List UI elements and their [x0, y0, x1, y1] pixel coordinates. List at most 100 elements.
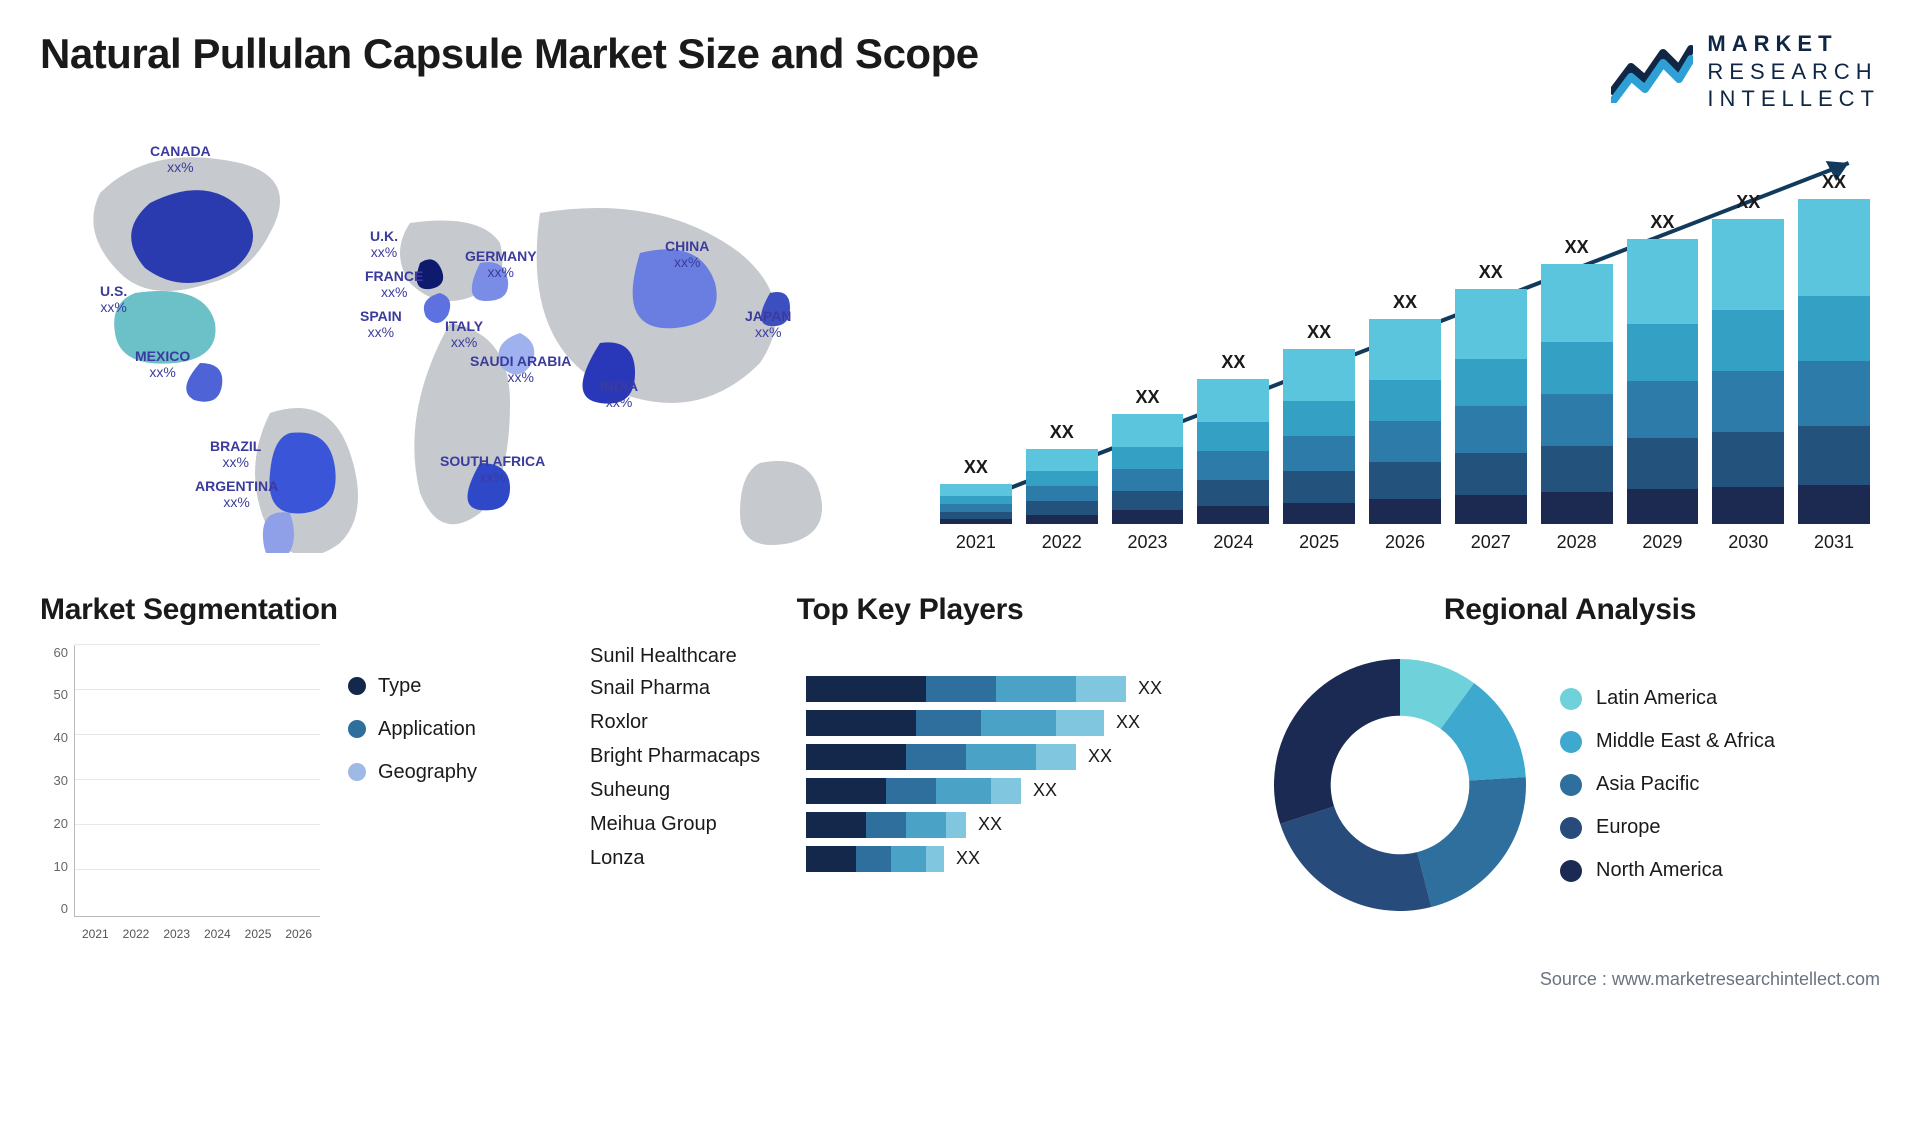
- main-bar-segment: [1283, 503, 1355, 524]
- map-label: FRANCExx%: [365, 268, 423, 302]
- main-bar-stack: [1455, 289, 1527, 524]
- top-row: CANADAxx%U.S.xx%MEXICOxx%BRAZILxx%ARGENT…: [40, 133, 1880, 553]
- main-bar-segment: [1112, 510, 1184, 523]
- main-bar-segment: [1712, 432, 1784, 487]
- main-bar-year-label: 2029: [1642, 532, 1682, 553]
- main-bar-stack: [1798, 199, 1870, 524]
- main-bar-segment: [1026, 501, 1098, 515]
- main-bar-stack: [1712, 219, 1784, 524]
- key-player-row: Meihua GroupXX: [590, 812, 1230, 838]
- key-player-bar-segment: [866, 812, 906, 838]
- regional-donut-chart: [1260, 645, 1540, 925]
- key-player-bar-segment: [1056, 710, 1104, 736]
- key-player-value: XX: [1138, 678, 1162, 699]
- main-bar-year-label: 2022: [1042, 532, 1082, 553]
- key-player-bar-segment: [856, 846, 891, 872]
- segmentation-bars: [75, 645, 320, 916]
- main-bar-segment: [940, 512, 1012, 519]
- main-bar-column: XX2028: [1541, 237, 1613, 553]
- map-label: U.S.xx%: [100, 283, 127, 317]
- main-bar-value-label: XX: [1307, 322, 1331, 343]
- donut-slice: [1280, 806, 1431, 911]
- key-player-bar-segment: [936, 778, 991, 804]
- key-player-bar-segment: [916, 710, 981, 736]
- legend-dot-icon: [348, 763, 366, 781]
- segmentation-chart: 0102030405060 202120222023202420252026: [40, 645, 320, 945]
- map-label: JAPANxx%: [745, 308, 791, 342]
- main-bar-segment: [1026, 449, 1098, 472]
- main-bar-segment: [1026, 515, 1098, 524]
- key-player-bar-segment: [906, 744, 966, 770]
- segmentation-yaxis: 0102030405060: [40, 645, 68, 917]
- main-bar-segment: [1112, 491, 1184, 511]
- key-player-value: XX: [1088, 746, 1112, 767]
- key-player-bar-segment: [891, 846, 926, 872]
- source-attribution: Source : www.marketresearchintellect.com: [40, 969, 1880, 990]
- main-bar-segment: [1798, 199, 1870, 297]
- key-player-bar-segment: [906, 812, 946, 838]
- key-player-value: XX: [1116, 712, 1140, 733]
- main-bar-value-label: XX: [1221, 352, 1245, 373]
- regional-legend-item: Latin America: [1560, 687, 1775, 710]
- seg-xtick: 2024: [200, 921, 235, 945]
- main-bar-segment: [1712, 310, 1784, 371]
- main-bar-segment: [1712, 219, 1784, 311]
- main-bar-stack: [1026, 449, 1098, 524]
- legend-dot-icon: [1560, 817, 1582, 839]
- main-bar-segment: [1026, 471, 1098, 486]
- segmentation-section: Market Segmentation 0102030405060 202120…: [40, 593, 560, 945]
- seg-xtick: 2025: [241, 921, 276, 945]
- key-player-bar-segment: [926, 676, 996, 702]
- key-player-bar-wrap: XX: [806, 812, 1230, 838]
- main-bar-segment: [1112, 447, 1184, 469]
- main-bar-segment: [1627, 489, 1699, 523]
- key-players-title: Top Key Players: [590, 593, 1230, 627]
- main-bar-segment: [1197, 506, 1269, 523]
- key-player-value: XX: [956, 848, 980, 869]
- key-player-bar-segment: [1036, 744, 1076, 770]
- main-bar-segment: [1369, 421, 1441, 462]
- regional-section: Regional Analysis Latin AmericaMiddle Ea…: [1260, 593, 1880, 945]
- seg-gridline: [75, 689, 320, 690]
- key-player-bar: [806, 812, 966, 838]
- seg-gridline: [75, 869, 320, 870]
- key-player-bar-segment: [996, 676, 1076, 702]
- main-bar-segment: [1369, 499, 1441, 524]
- main-bar-segment: [1455, 406, 1527, 453]
- main-bar-value-label: XX: [1822, 172, 1846, 193]
- main-bar-year-label: 2027: [1471, 532, 1511, 553]
- main-bar-year-label: 2025: [1299, 532, 1339, 553]
- regional-legend-item: North America: [1560, 859, 1775, 882]
- segmentation-title: Market Segmentation: [40, 593, 560, 627]
- main-bar-segment: [1627, 324, 1699, 381]
- main-bar-stack: [1197, 379, 1269, 524]
- main-bar-column: XX 2025: [1283, 322, 1355, 553]
- donut-slice: [1417, 777, 1526, 907]
- main-bar-column: XX2030: [1712, 192, 1784, 553]
- main-bar-segment: [1112, 469, 1184, 491]
- key-player-bar-segment: [966, 744, 1036, 770]
- main-bar-segment: [1369, 319, 1441, 381]
- key-player-bar-segment: [806, 744, 906, 770]
- key-player-name: Sunil Healthcare: [590, 645, 790, 668]
- key-player-value: XX: [978, 814, 1002, 835]
- legend-dot-icon: [1560, 688, 1582, 710]
- regional-title: Regional Analysis: [1260, 593, 1880, 627]
- main-bar-segment: [1369, 380, 1441, 421]
- map-label: INDIAxx%: [600, 378, 638, 412]
- segmentation-body: 0102030405060 202120222023202420252026 T…: [40, 645, 560, 945]
- seg-legend-label: Geography: [378, 761, 477, 784]
- key-player-name: Roxlor: [590, 711, 790, 734]
- key-player-bar-segment: [926, 846, 944, 872]
- seg-ytick: 40: [40, 730, 68, 745]
- key-player-name: Lonza: [590, 847, 790, 870]
- seg-legend-label: Type: [378, 675, 421, 698]
- seg-ytick: 60: [40, 645, 68, 660]
- map-label: SOUTH AFRICAxx%: [440, 453, 545, 487]
- main-bar-column: XX2027: [1455, 262, 1527, 553]
- seg-ytick: 0: [40, 901, 68, 916]
- regional-legend-label: Latin America: [1596, 687, 1717, 710]
- main-bar-segment: [1455, 289, 1527, 360]
- seg-legend-item: Type: [348, 675, 477, 698]
- main-bar-segment: [1283, 349, 1355, 402]
